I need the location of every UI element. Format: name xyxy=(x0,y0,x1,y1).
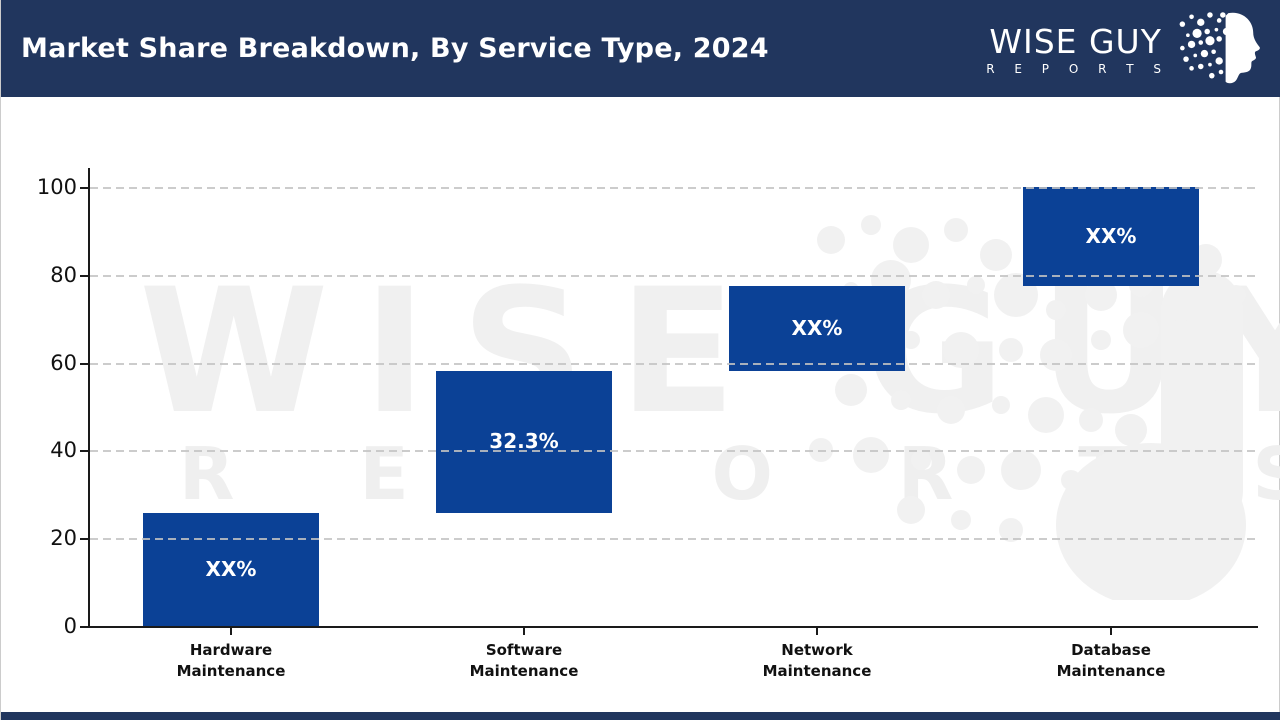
bar-hardware xyxy=(143,513,319,626)
bar-value-label: 32.3% xyxy=(489,429,559,453)
brand-logo: WISE GUY R E P O R T S xyxy=(982,0,1267,97)
y-tick-label: 100 xyxy=(36,175,77,199)
x-tick-label: Network Maintenance xyxy=(717,640,917,682)
x-tick-line2: Maintenance xyxy=(469,662,579,680)
x-tick-mark xyxy=(230,628,232,635)
y-tick-mark xyxy=(80,538,88,540)
bar-software xyxy=(436,371,612,513)
y-tick-label: 0 xyxy=(63,614,77,638)
bar-network xyxy=(729,286,905,371)
gridline xyxy=(90,450,1257,452)
brand-subtitle: R E P O R T S xyxy=(986,62,1169,76)
x-tick-label: Software Maintenance xyxy=(424,640,624,682)
x-tick-label: Hardware Maintenance xyxy=(131,640,331,682)
y-tick-mark xyxy=(80,187,88,189)
y-tick-label: 20 xyxy=(50,526,77,550)
x-tick-line2: Maintenance xyxy=(762,662,872,680)
x-tick-line1: Network xyxy=(781,641,853,659)
chart-plot-area: 0 20 40 60 80 100 XX% 32.3% XX% XX% Hardware Mainte… xyxy=(1,97,1280,712)
gridline xyxy=(90,363,1257,365)
gridline xyxy=(90,538,1257,540)
y-tick-mark xyxy=(80,363,88,365)
bar-database xyxy=(1023,187,1199,286)
x-tick-line1: Database xyxy=(1071,641,1151,659)
x-tick-mark xyxy=(816,628,818,635)
y-tick-label: 40 xyxy=(50,438,77,462)
x-tick-line2: Maintenance xyxy=(1056,662,1166,680)
y-tick-mark xyxy=(80,450,88,452)
x-tick-line1: Hardware xyxy=(189,641,273,659)
x-tick-label: Database Maintenance xyxy=(1011,640,1211,682)
gridline xyxy=(90,187,1257,189)
y-axis-spine xyxy=(88,168,90,628)
bar-value-label: XX% xyxy=(1085,223,1137,248)
x-tick-line1: Software xyxy=(485,641,563,659)
header-band: Market Share Breakdown, By Service Type,… xyxy=(1,0,1280,97)
gridline xyxy=(90,275,1257,277)
page-title: Market Share Breakdown, By Service Type,… xyxy=(21,33,769,64)
brand-name: WISE GUY xyxy=(989,22,1162,61)
x-tick-mark xyxy=(523,628,525,635)
y-tick-label: 60 xyxy=(50,351,77,375)
brand-text: WISE GUY R E P O R T S xyxy=(982,22,1169,77)
x-axis-spine xyxy=(88,626,1258,628)
footer-band xyxy=(1,712,1280,720)
x-tick-line2: Maintenance xyxy=(176,662,286,680)
bar-value-label: XX% xyxy=(205,556,257,581)
x-tick-mark xyxy=(1110,628,1112,635)
y-tick-mark xyxy=(80,626,88,628)
wiseguy-face-icon xyxy=(1179,11,1260,83)
y-tick-mark xyxy=(80,275,88,277)
bar-value-label: XX% xyxy=(791,315,843,340)
y-tick-label: 80 xyxy=(50,263,77,287)
